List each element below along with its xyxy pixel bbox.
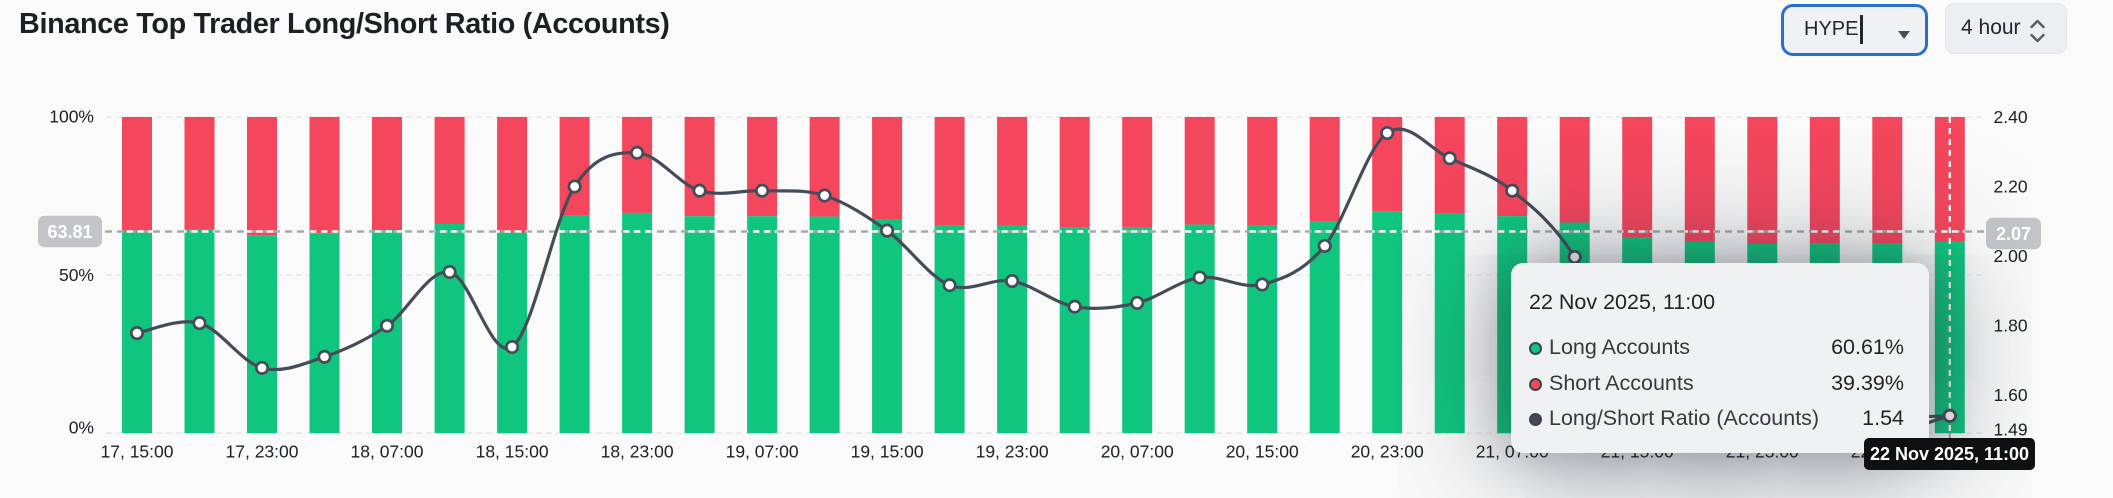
svg-text:19, 23:00: 19, 23:00 <box>976 442 1049 462</box>
svg-text:20, 15:00: 20, 15:00 <box>1226 442 1299 462</box>
svg-text:2.20: 2.20 <box>1994 177 2028 197</box>
svg-text:0%: 0% <box>69 418 94 438</box>
svg-text:63.81: 63.81 <box>47 222 92 242</box>
svg-text:18, 07:00: 18, 07:00 <box>351 442 424 462</box>
svg-text:20, 07:00: 20, 07:00 <box>1101 442 1174 462</box>
svg-text:2.40: 2.40 <box>1994 107 2028 127</box>
svg-text:17, 15:00: 17, 15:00 <box>101 442 174 462</box>
svg-text:19, 15:00: 19, 15:00 <box>851 442 924 462</box>
svg-text:19, 07:00: 19, 07:00 <box>726 442 799 462</box>
svg-text:18, 23:00: 18, 23:00 <box>601 442 674 462</box>
svg-text:17, 23:00: 17, 23:00 <box>226 442 299 462</box>
svg-text:20, 23:00: 20, 23:00 <box>1351 442 1424 462</box>
svg-text:50%: 50% <box>59 265 94 285</box>
svg-text:2.07: 2.07 <box>1996 224 2031 244</box>
svg-text:100%: 100% <box>49 106 94 126</box>
svg-text:1.80: 1.80 <box>1994 316 2028 336</box>
svg-text:1.49: 1.49 <box>1994 420 2028 440</box>
svg-text:1.60: 1.60 <box>1994 385 2028 405</box>
svg-text:18, 15:00: 18, 15:00 <box>476 442 549 462</box>
svg-text:2.00: 2.00 <box>1994 246 2028 266</box>
